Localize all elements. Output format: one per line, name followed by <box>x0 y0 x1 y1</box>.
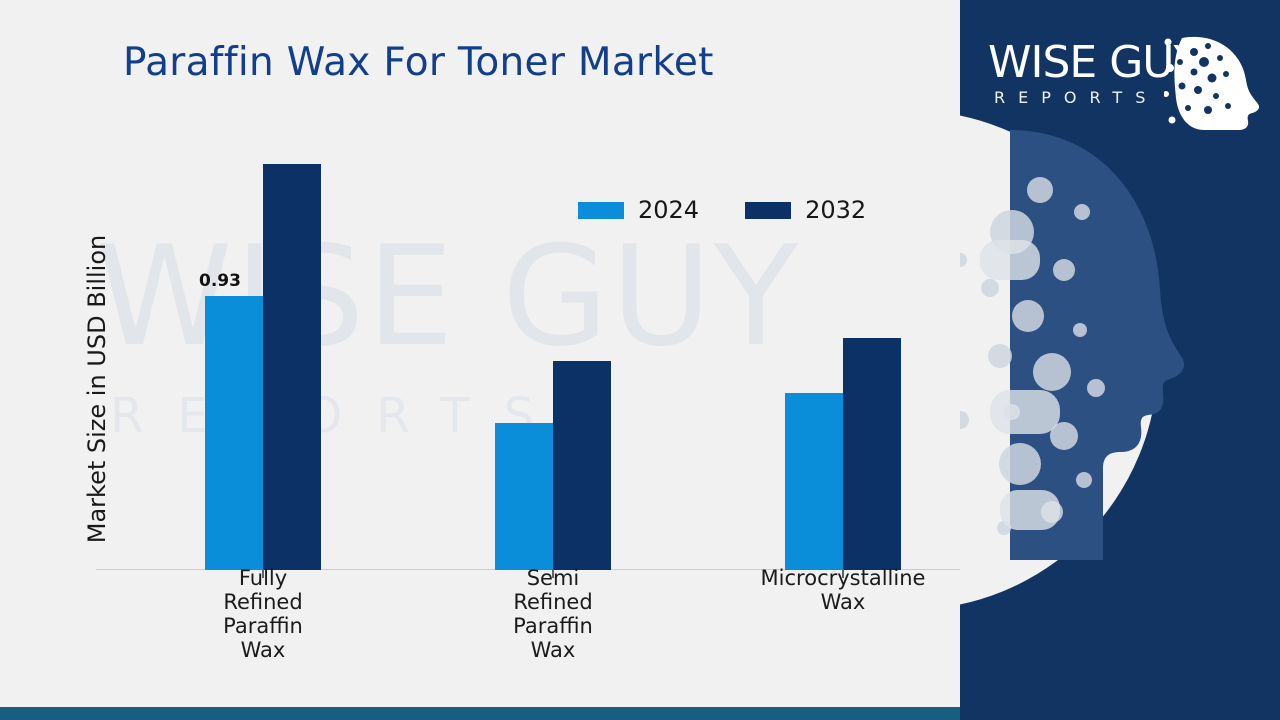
legend-label-2024: 2024 <box>638 196 700 224</box>
bar-value-label: 0.93 <box>199 271 241 291</box>
legend-label-2032: 2032 <box>805 196 867 224</box>
bottom-accent-bar <box>0 707 960 720</box>
bar-2024-1[interactable] <box>495 423 553 570</box>
panel-dot-cluster-icon <box>960 177 1105 535</box>
logo-tagline: REPORTS <box>994 88 1159 107</box>
page-title: Paraffin Wax For Toner Market <box>123 40 714 85</box>
category-label-1: Semi Refined Paraffin Wax <box>513 566 593 662</box>
logo-wordmark: WISE GUY <box>988 37 1200 88</box>
legend-swatch-2032 <box>745 201 792 219</box>
chart-legend: 2024 2032 <box>578 196 866 224</box>
x-axis-tick <box>842 569 844 578</box>
chart-plot-area: 0.93 <box>96 150 960 578</box>
legend-item-2032[interactable]: 2032 <box>745 196 866 224</box>
bar-2032-1[interactable] <box>553 361 611 570</box>
legend-item-2024[interactable]: 2024 <box>578 196 699 224</box>
category-label-2: Microcrystalline Wax <box>760 566 926 614</box>
dotted-head-icon <box>1164 36 1260 130</box>
x-axis-tick <box>262 569 264 578</box>
bar-group: 0.93 <box>199 158 321 578</box>
category-label-0: Fully Refined Paraffin Wax <box>223 566 303 662</box>
legend-swatch-2024 <box>578 201 624 219</box>
brand-logo[interactable]: WISE GUY REPORTS <box>988 35 1260 130</box>
bar-2024-0[interactable] <box>205 296 263 570</box>
bar-2032-2[interactable] <box>843 338 901 570</box>
bar-group <box>495 158 611 578</box>
bar-group <box>785 158 901 578</box>
x-axis-tick <box>552 569 554 578</box>
brand-panel <box>960 0 1280 720</box>
bar-2024-2[interactable] <box>785 393 843 570</box>
panel-head-silhouette-icon <box>1010 130 1185 560</box>
bar-2032-0[interactable] <box>263 164 321 570</box>
